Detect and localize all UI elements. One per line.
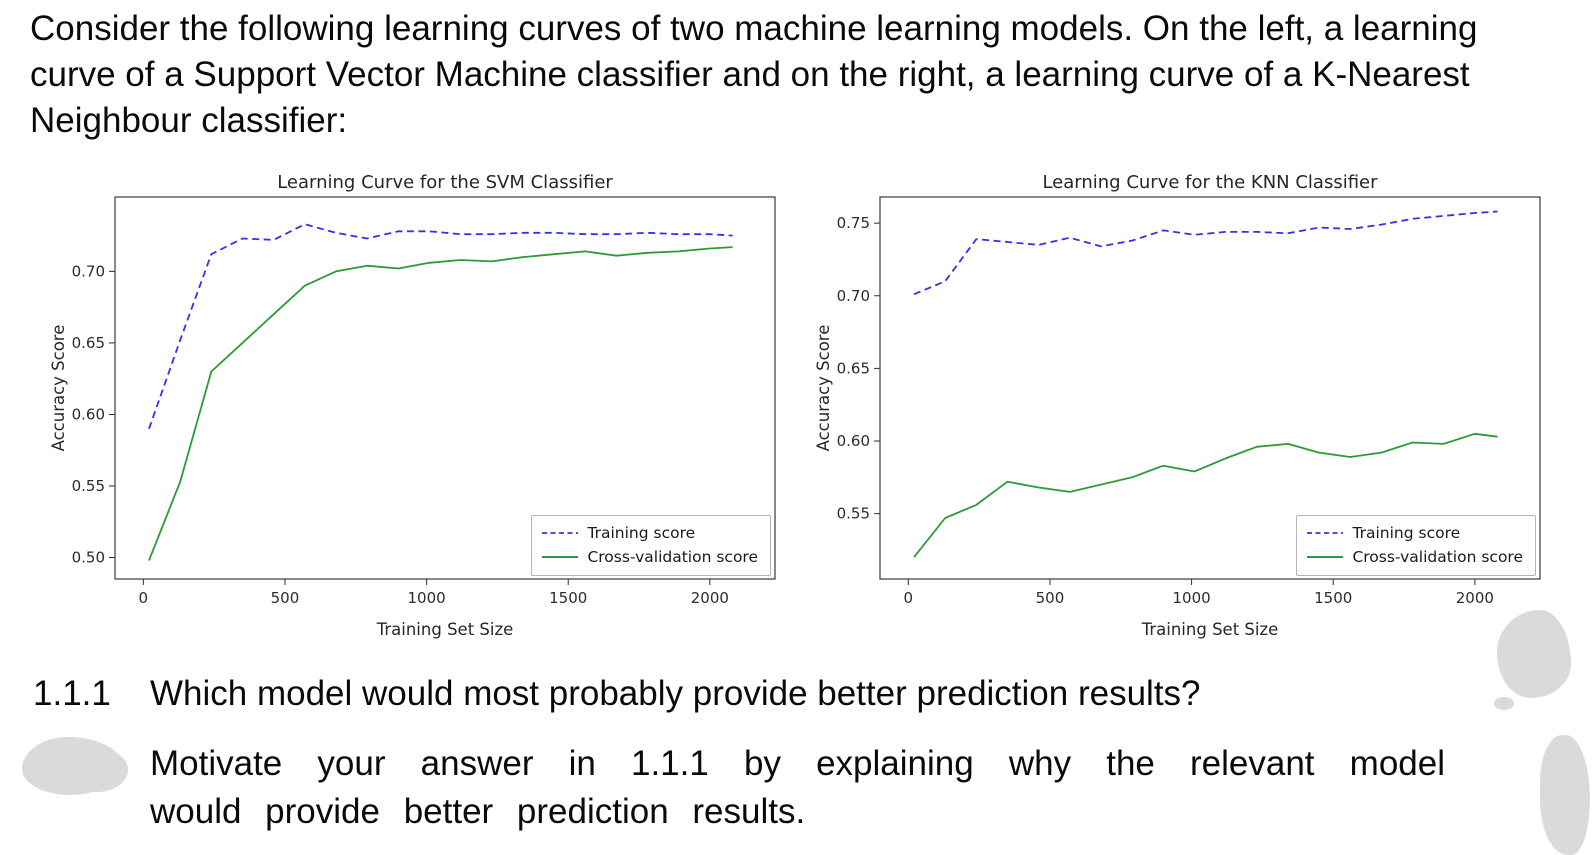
svm-learning-curve-chart: Learning Curve for the SVM Classifier Ac… [30, 168, 785, 646]
smudge-mark [1540, 735, 1590, 855]
legend-item-cross-validation-score: Cross-validation score [1307, 548, 1523, 566]
knn-plot-area: 0.55 0.60 0.65 0.70 0.75 0 500 1000 1500 2000 [837, 196, 1541, 607]
legend-item-training-score: Training score [1307, 524, 1523, 542]
question-intro-paragraph: Consider the following learning curves o… [30, 9, 1478, 140]
knn-chart-title: Learning Curve for the KNN Classifier [1042, 172, 1378, 193]
smudge-mark [66, 748, 128, 792]
dashed-line-sample-icon [1307, 532, 1344, 534]
legend-label: Training score [1352, 524, 1461, 542]
svg-text:2000: 2000 [691, 589, 729, 607]
legend-label: Training score [587, 524, 696, 542]
svg-text:0.50: 0.50 [72, 549, 105, 567]
svg-text:0.60: 0.60 [837, 432, 870, 450]
question-number: 1.1.1 [33, 674, 111, 713]
svg-text:1000: 1000 [407, 589, 445, 607]
svg-text:500: 500 [1036, 589, 1065, 607]
svg-text:500: 500 [271, 589, 300, 607]
question-followup-text: Motivate your answer in 1.1.1 by explain… [150, 744, 1445, 831]
legend-item-training-score: Training score [542, 524, 758, 542]
question-text: Which model would most probably provide … [150, 674, 1201, 713]
svg-text:0.55: 0.55 [837, 505, 870, 523]
svm-legend: Training score Cross-validation score [531, 515, 771, 576]
svg-text:0.60: 0.60 [72, 405, 105, 423]
smudge-mark [1494, 697, 1514, 710]
svg-text:1500: 1500 [549, 589, 587, 607]
svg-text:0.55: 0.55 [72, 477, 105, 495]
solid-line-sample-icon [1307, 556, 1344, 558]
svg-text:1500: 1500 [1314, 589, 1352, 607]
svg-text:0.70: 0.70 [837, 287, 870, 305]
svg-text:0.75: 0.75 [837, 214, 870, 232]
svg-text:0.70: 0.70 [72, 262, 105, 280]
solid-line-sample-icon [542, 556, 579, 558]
smudge-mark [1497, 610, 1571, 698]
knn-learning-curve-chart: Learning Curve for the KNN Classifier Ac… [795, 168, 1550, 646]
knn-legend: Training score Cross-validation score [1296, 515, 1536, 576]
svg-text:0: 0 [904, 589, 914, 607]
svm-x-axis-label: Training Set Size [376, 620, 514, 639]
svg-text:0.65: 0.65 [72, 334, 105, 352]
svm-chart-title: Learning Curve for the SVM Classifier [277, 172, 613, 193]
svg-text:0.65: 0.65 [837, 359, 870, 377]
dashed-line-sample-icon [542, 532, 579, 534]
legend-label: Cross-validation score [1352, 548, 1523, 566]
svg-text:1000: 1000 [1172, 589, 1210, 607]
knn-x-axis-label: Training Set Size [1141, 620, 1279, 639]
svg-text:0: 0 [139, 589, 149, 607]
legend-item-cross-validation-score: Cross-validation score [542, 548, 758, 566]
svm-plot-area: 0.50 0.55 0.60 0.65 0.70 0 500 1000 1500 2000 [72, 196, 776, 607]
legend-label: Cross-validation score [587, 548, 758, 566]
svg-text:2000: 2000 [1456, 589, 1494, 607]
